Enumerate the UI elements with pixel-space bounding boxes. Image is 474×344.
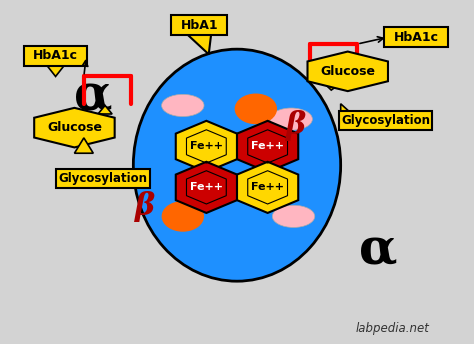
Polygon shape bbox=[98, 106, 112, 114]
Circle shape bbox=[162, 201, 204, 232]
Polygon shape bbox=[237, 121, 298, 172]
Ellipse shape bbox=[162, 94, 204, 117]
Polygon shape bbox=[46, 65, 65, 76]
Text: α: α bbox=[74, 73, 112, 121]
Text: Fe++: Fe++ bbox=[251, 141, 284, 151]
Text: Glycosylation: Glycosylation bbox=[341, 114, 430, 127]
Text: Glucose: Glucose bbox=[320, 65, 375, 78]
Text: Fe++: Fe++ bbox=[251, 182, 284, 192]
Circle shape bbox=[235, 94, 277, 124]
Text: Fe++: Fe++ bbox=[190, 182, 223, 192]
Polygon shape bbox=[237, 162, 298, 213]
Text: β: β bbox=[286, 110, 306, 141]
Text: HbA1c: HbA1c bbox=[33, 50, 78, 63]
Text: Fe++: Fe++ bbox=[190, 141, 223, 151]
FancyBboxPatch shape bbox=[338, 111, 432, 130]
Ellipse shape bbox=[133, 49, 341, 281]
Text: HbA1: HbA1 bbox=[181, 19, 218, 32]
Text: Glycosylation: Glycosylation bbox=[58, 172, 147, 185]
Polygon shape bbox=[188, 35, 211, 54]
Text: α: α bbox=[359, 226, 398, 275]
Text: Glucose: Glucose bbox=[47, 121, 102, 134]
Polygon shape bbox=[74, 138, 93, 153]
FancyBboxPatch shape bbox=[384, 28, 447, 47]
Polygon shape bbox=[176, 162, 237, 213]
FancyBboxPatch shape bbox=[24, 46, 87, 66]
Polygon shape bbox=[308, 52, 388, 91]
Polygon shape bbox=[176, 121, 237, 172]
Ellipse shape bbox=[273, 205, 315, 227]
FancyBboxPatch shape bbox=[56, 169, 150, 189]
Polygon shape bbox=[324, 83, 341, 90]
Polygon shape bbox=[34, 108, 115, 148]
Polygon shape bbox=[341, 104, 350, 112]
Text: β: β bbox=[135, 191, 155, 222]
FancyBboxPatch shape bbox=[171, 15, 228, 35]
Text: labpedia.net: labpedia.net bbox=[356, 322, 429, 335]
Ellipse shape bbox=[270, 108, 312, 130]
Text: HbA1c: HbA1c bbox=[393, 31, 438, 44]
